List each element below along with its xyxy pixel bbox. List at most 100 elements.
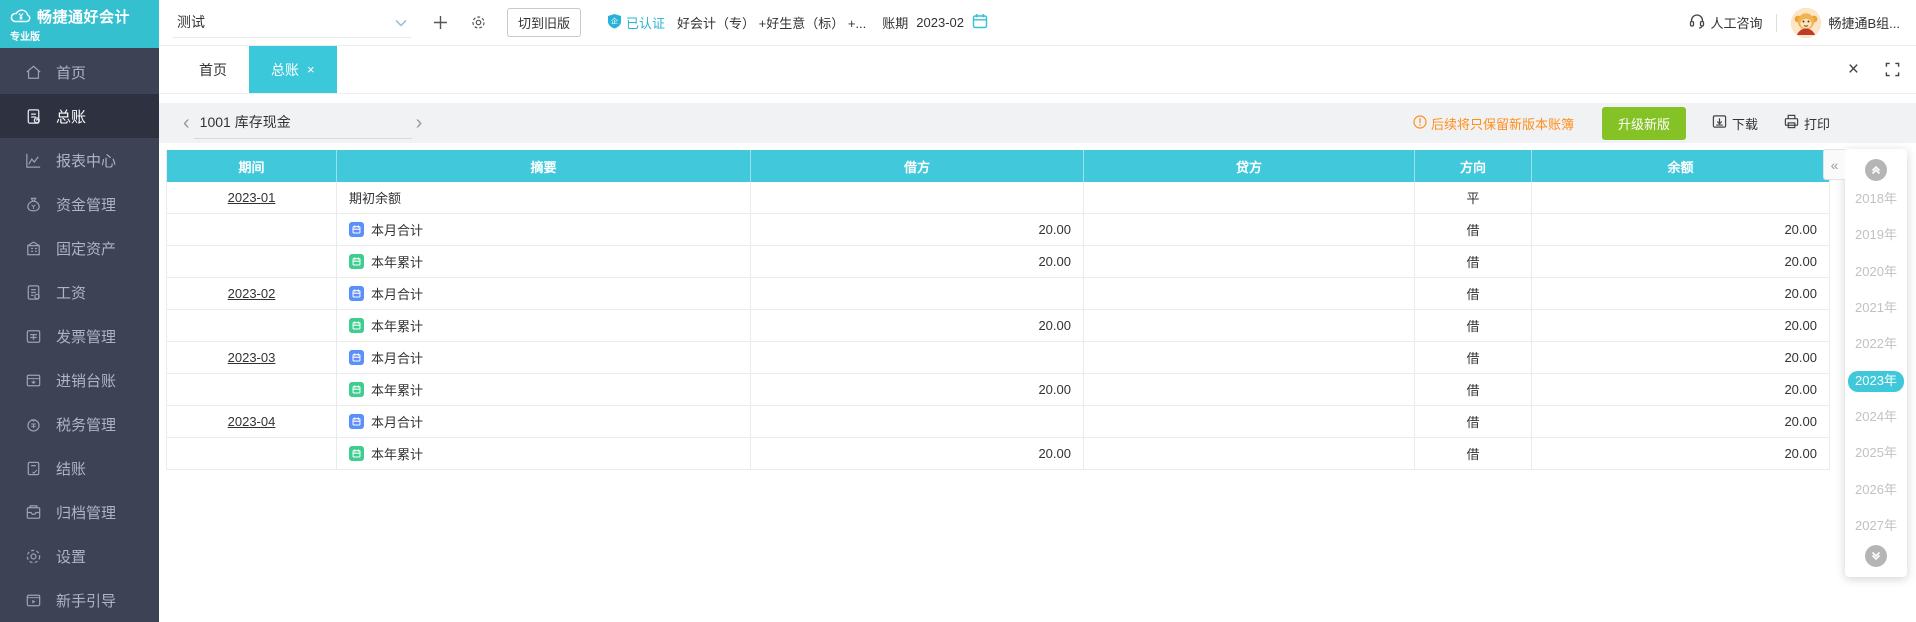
year-item[interactable]: 2026年	[1855, 481, 1897, 497]
period-link[interactable]: 2023-03	[227, 350, 276, 365]
period-group: 账期 2023-02	[882, 13, 988, 32]
period-cell	[167, 310, 337, 341]
upgrade-button[interactable]: 升级新版	[1601, 106, 1686, 140]
download-button[interactable]: 下载	[1712, 114, 1758, 133]
sidebar-item-salary[interactable]: 工资	[0, 270, 159, 314]
summary-text: 本月合计	[371, 287, 424, 302]
credit-cell	[1084, 406, 1415, 437]
column-header: 期间	[167, 150, 337, 182]
invoice-icon	[24, 327, 43, 346]
period-cell	[167, 214, 337, 245]
sidebar-item-closing[interactable]: 结账	[0, 446, 159, 490]
credit-cell	[1084, 182, 1415, 213]
summary-text: 本年累计	[371, 319, 424, 334]
balance-cell	[1532, 182, 1829, 213]
salary-icon	[24, 283, 43, 302]
toolbar-right: 后续将只保留新版本账簿 升级新版 下载	[1413, 106, 1830, 140]
period-link[interactable]: 2023-02	[227, 286, 276, 301]
period-value[interactable]: 2023-02	[916, 15, 965, 30]
sidebar-item-label: 发票管理	[56, 328, 117, 346]
tab-home[interactable]: 首页	[199, 61, 227, 78]
credit-cell	[1084, 438, 1415, 469]
close-icon[interactable]: ×	[1847, 58, 1859, 80]
year-item[interactable]: 2022年	[1855, 336, 1897, 352]
period-label: 账期	[882, 16, 909, 31]
table-row: 本年累计 20.00 借 20.00	[167, 438, 1829, 470]
period-cell	[167, 374, 337, 405]
certified-label: 已认证	[626, 16, 666, 31]
table-header: 期间 摘要 借方 贷方 方向 余额	[167, 150, 1829, 182]
sidebar-item-report[interactable]: 报表中心	[0, 138, 159, 182]
year-total-icon	[349, 446, 364, 461]
sidebar-item-label: 新手引导	[56, 592, 117, 610]
summary-text: 本年累计	[371, 447, 424, 462]
debit-cell	[751, 182, 1084, 213]
year-item[interactable]: 2025年	[1855, 445, 1897, 461]
year-item[interactable]: 2020年	[1855, 263, 1897, 279]
prev-account-button[interactable]: ‹	[183, 112, 190, 134]
year-item[interactable]: 2027年	[1855, 518, 1897, 534]
sidebar-item-ledger[interactable]: 总账	[0, 94, 159, 138]
chevron-down-icon	[395, 14, 407, 30]
sidebar-item-label: 设置	[56, 548, 87, 566]
switch-old-version-button[interactable]: 切到旧版	[507, 8, 582, 37]
year-item[interactable]: 2019年	[1855, 227, 1897, 243]
month-total-icon	[349, 350, 364, 365]
tax-icon	[24, 415, 43, 434]
sidebar-item-guide[interactable]: 新手引导	[0, 578, 159, 622]
certified-badge[interactable]: 企 已认证	[607, 13, 665, 32]
sidebar-item-funds[interactable]: 资金管理	[0, 182, 159, 226]
user-avatar[interactable]	[1791, 7, 1822, 38]
archive-icon	[24, 503, 43, 522]
year-item[interactable]: 2023年	[1848, 370, 1904, 392]
direction-cell: 平	[1415, 182, 1532, 213]
support-link[interactable]: 人工咨询	[1689, 13, 1762, 32]
scroll-years-down-button[interactable]	[1865, 545, 1887, 567]
funds-icon	[24, 195, 43, 214]
sidebar-item-invoice[interactable]: 发票管理	[0, 314, 159, 358]
summary-cell: 本月合计	[337, 214, 751, 245]
sidebar-item-label: 固定资产	[56, 240, 117, 258]
scroll-years-up-button[interactable]	[1865, 159, 1887, 181]
table-row: 本年累计 20.00 借 20.00	[167, 310, 1829, 342]
download-icon	[1712, 114, 1727, 132]
debit-cell	[751, 342, 1084, 373]
printer-icon	[1784, 114, 1799, 132]
collapse-year-panel-button[interactable]: «	[1823, 149, 1845, 180]
sidebar-item-label: 总账	[56, 108, 87, 126]
calendar-icon[interactable]	[972, 13, 988, 32]
year-item[interactable]: 2021年	[1855, 299, 1897, 315]
period-link[interactable]: 2023-04	[227, 414, 276, 429]
period-cell: 2023-01	[167, 182, 337, 213]
print-button[interactable]: 打印	[1784, 114, 1830, 133]
account-title-select[interactable]: 1001 库存现金	[193, 108, 412, 139]
column-header: 方向	[1415, 150, 1532, 182]
month-total-icon	[349, 286, 364, 301]
user-name[interactable]: 畅捷通B组...	[1828, 16, 1900, 31]
period-link[interactable]: 2023-01	[227, 190, 276, 205]
add-account-set-button[interactable]	[433, 15, 448, 30]
sidebar-item-settings[interactable]: 设置	[0, 534, 159, 578]
year-item[interactable]: 2018年	[1855, 190, 1897, 206]
tab-close-icon[interactable]: ×	[307, 62, 315, 77]
column-header: 摘要	[337, 150, 751, 182]
sidebar-item-trade[interactable]: 进销台账	[0, 358, 159, 402]
credit-cell	[1084, 278, 1415, 309]
headset-icon	[1689, 13, 1705, 32]
next-account-button[interactable]: ›	[415, 112, 423, 134]
balance-cell: 20.00	[1784, 350, 1817, 365]
fullscreen-icon[interactable]	[1885, 62, 1900, 77]
divider	[1776, 13, 1778, 32]
tabbar: 首页 总账 × ×	[159, 46, 1916, 94]
summary-text: 本年累计	[371, 383, 424, 398]
guide-icon	[24, 591, 43, 610]
account-set-select[interactable]: 测试	[173, 8, 411, 38]
sidebar-item-archive[interactable]: 归档管理	[0, 490, 159, 534]
sidebar-item-asset[interactable]: 固定资产	[0, 226, 159, 270]
summary-cell: 本月合计	[337, 406, 751, 437]
sidebar-item-home[interactable]: 首页	[0, 50, 159, 94]
gear-icon[interactable]	[470, 14, 487, 31]
year-item[interactable]: 2024年	[1855, 409, 1897, 425]
sidebar-item-tax[interactable]: 税务管理	[0, 402, 159, 446]
tab-general-ledger[interactable]: 总账 ×	[249, 46, 337, 93]
